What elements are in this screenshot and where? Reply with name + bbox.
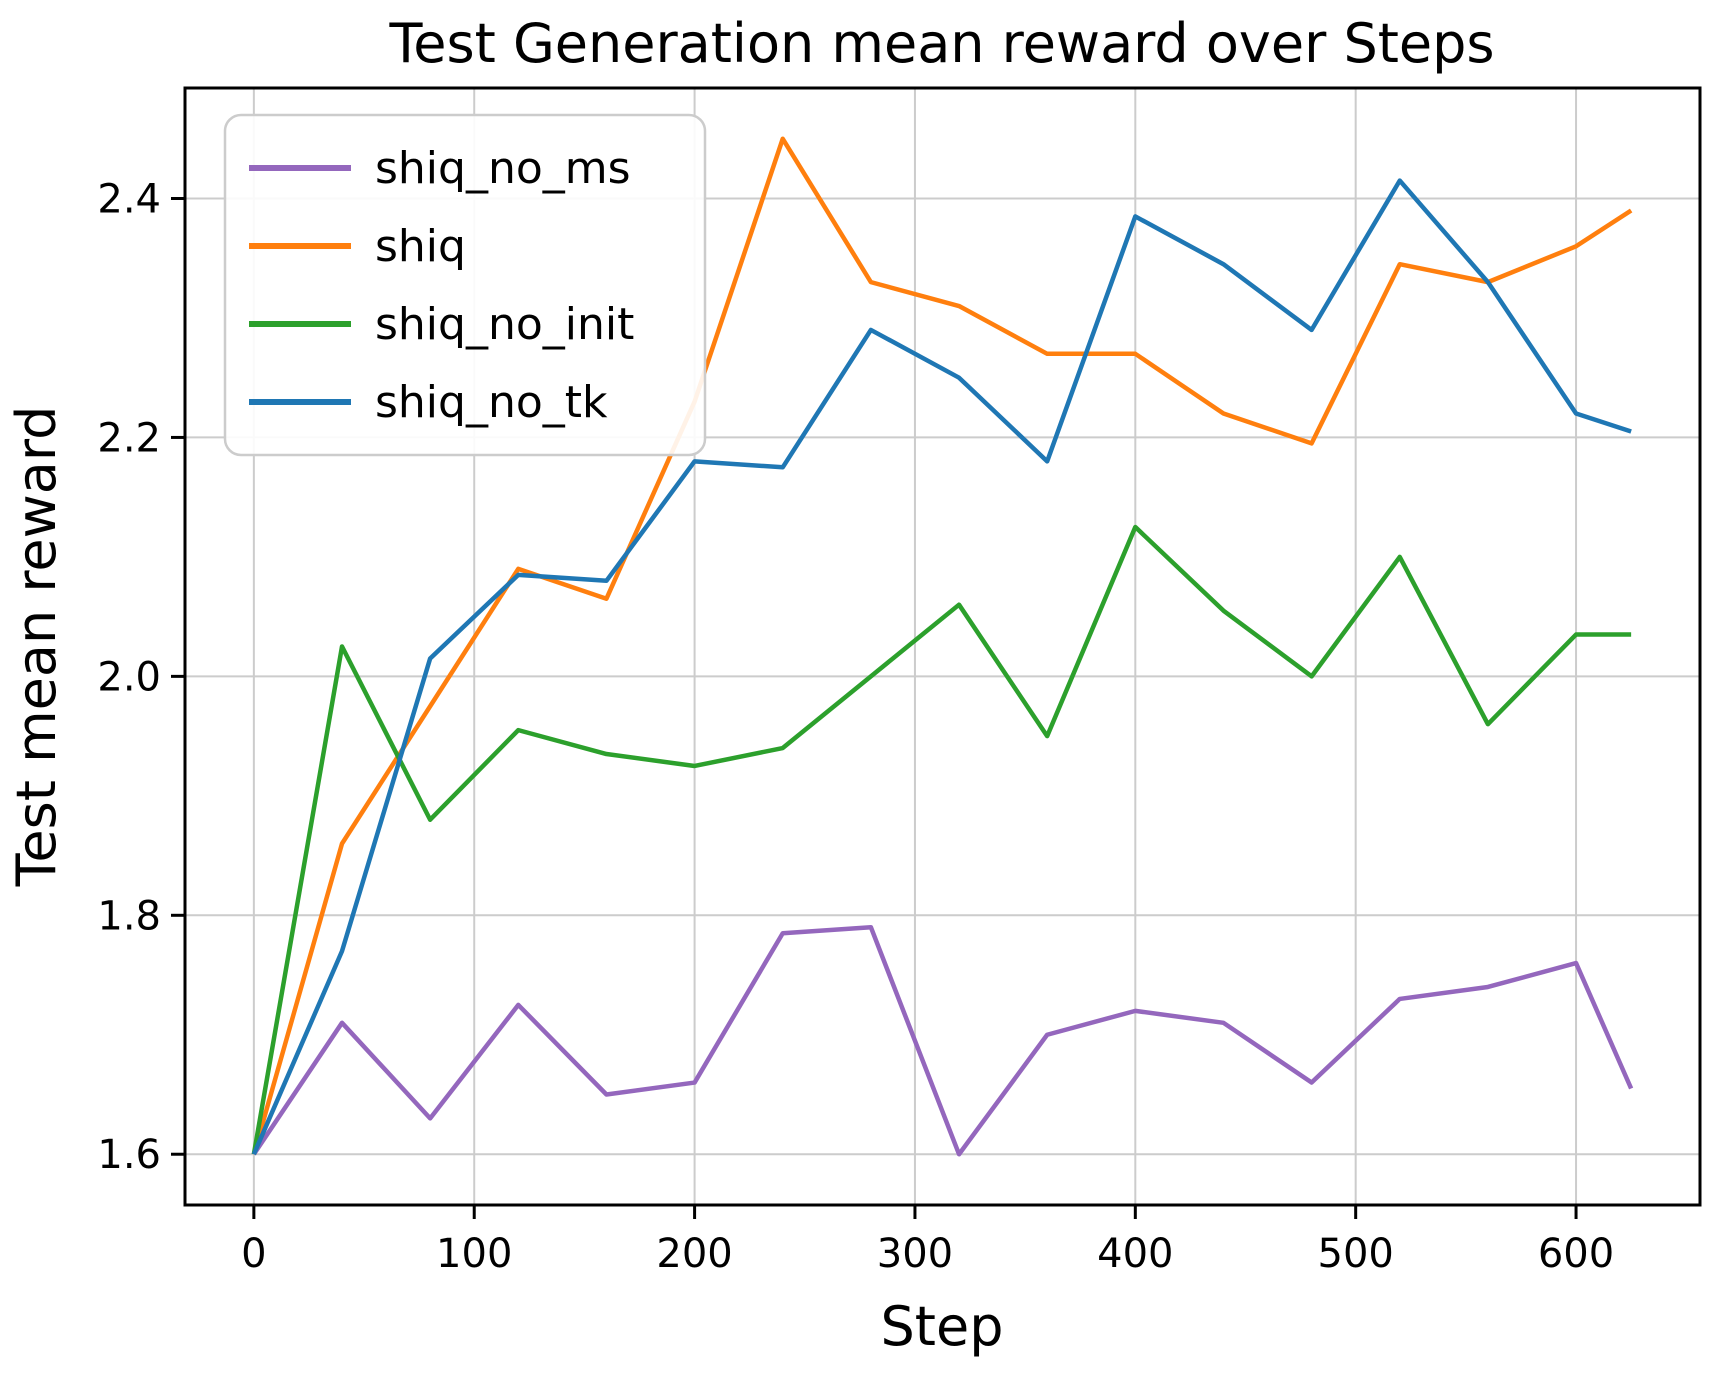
x-tick-label: 300 [877,1231,953,1277]
y-tick-label: 1.8 [97,893,161,939]
x-axis-label: Step [881,1295,1004,1358]
x-tick-label: 0 [241,1231,266,1277]
x-tick-label: 400 [1097,1231,1173,1277]
x-tick-label: 200 [656,1231,732,1277]
tick-labels: 0 100 200 300 400 500 600 1.6 1.8 2.0 2.2 2.4 [97,177,1614,1277]
legend-label-shiq_no_tk: shiq_no_tk [375,377,608,428]
series-lines [251,136,1634,1157]
legend-label-shiq_no_init: shiq_no_init [375,299,634,350]
x-tick-label: 500 [1318,1231,1394,1277]
series-line-shiq_no_tk [251,178,1632,1156]
legend-label-shiq: shiq [375,221,466,272]
y-axis-label: Test mean reward [5,406,68,888]
axes-spines [183,86,1702,1207]
chart-title: Test Generation mean reward over Steps [388,12,1494,75]
series-line-shiq_no_ms [251,924,1634,1157]
axes [183,86,1702,1207]
legend-label-shiq_no_ms: shiq_no_ms [375,143,631,194]
y-tick-label: 2.4 [97,177,161,223]
x-tick-label: 100 [436,1231,512,1277]
y-tick-label: 2.0 [97,654,161,700]
legend-box [223,113,707,457]
y-tick-label: 2.2 [97,415,161,461]
x-tick-label: 600 [1538,1231,1614,1277]
y-tick-label: 1.6 [97,1132,161,1178]
series-line-shiq [251,136,1633,1155]
series-line-shiq_no_init [251,524,1632,1155]
